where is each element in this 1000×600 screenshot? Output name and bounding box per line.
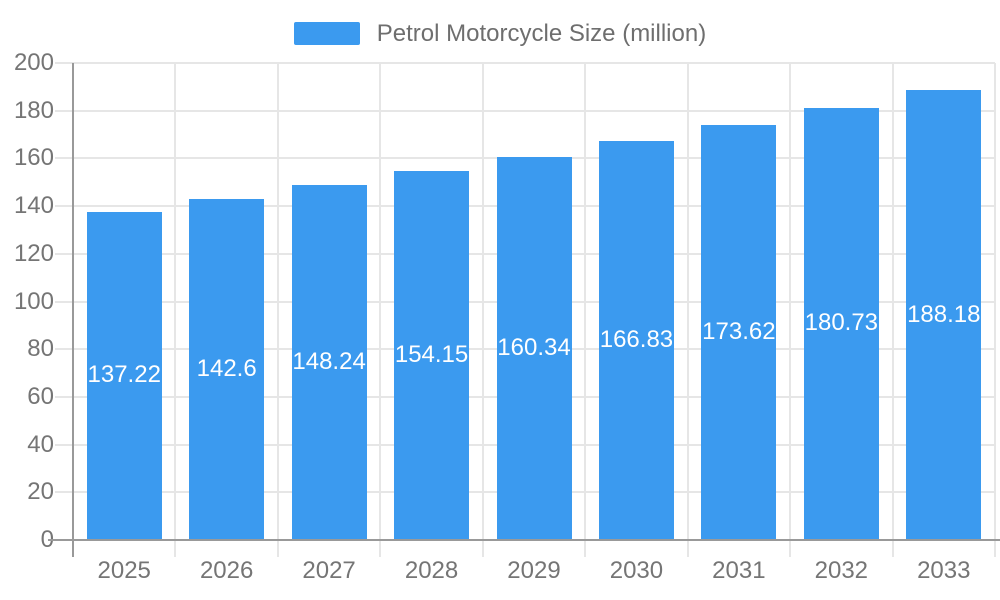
- legend-swatch: [293, 22, 360, 45]
- y-axis-tick: [55, 205, 73, 208]
- x-tick-label: 2032: [814, 557, 869, 584]
- x-tick-label: 2025: [97, 557, 151, 584]
- bar-2030: [598, 141, 674, 539]
- y-gridline: [73, 109, 995, 112]
- x-gridline: [276, 63, 279, 540]
- bar-2027: [291, 185, 367, 539]
- y-axis-tick: [55, 109, 73, 112]
- bar-value-label: 137.22: [87, 361, 161, 389]
- y-tick-label: 160: [13, 144, 54, 172]
- x-axis-tick: [994, 540, 996, 557]
- y-axis-tick: [55, 443, 73, 446]
- x-tick-label: 2033: [917, 557, 971, 584]
- x-gridline: [789, 63, 792, 540]
- y-tick-label: 20: [27, 478, 54, 506]
- x-gridline: [584, 63, 587, 540]
- y-tick-label: 60: [27, 382, 54, 410]
- bar-value-label: 160.34: [497, 333, 571, 361]
- bar-value-label: 142.6: [196, 354, 257, 382]
- y-tick-label: 80: [27, 335, 54, 363]
- x-tick-label: 2028: [404, 557, 459, 584]
- bar-2032: [803, 107, 879, 539]
- bar-2025: [86, 211, 162, 539]
- x-axis-tick: [174, 540, 177, 557]
- x-tick-label: 2027: [302, 557, 356, 584]
- x-tick-label: 2031: [712, 557, 766, 584]
- x-axis-tick: [379, 540, 382, 557]
- y-axis-tick: [55, 300, 73, 303]
- bar-2028: [394, 171, 470, 539]
- y-axis-tick: [55, 491, 73, 494]
- x-axis-tick: [789, 540, 792, 557]
- bar-value-label: 166.83: [599, 326, 674, 354]
- x-tick-label: 2026: [199, 557, 254, 584]
- x-axis-tick: [891, 540, 894, 557]
- bar-value-label: 148.24: [292, 348, 366, 376]
- bar-value-label: 188.18: [907, 300, 981, 328]
- x-gridline: [686, 63, 689, 540]
- y-gridline: [73, 62, 995, 64]
- legend-label: Petrol Motorcycle Size (million): [376, 20, 707, 47]
- y-tick-label: 140: [13, 192, 54, 220]
- bar-value-label: 173.62: [702, 317, 776, 345]
- x-axis-tick: [686, 540, 689, 557]
- y-axis-tick: [55, 348, 73, 351]
- bar-2029: [496, 156, 572, 539]
- x-tick-label: 2029: [507, 557, 561, 584]
- x-gridline: [379, 63, 382, 540]
- x-tick-label: 2030: [609, 557, 664, 584]
- x-axis-tick: [481, 540, 484, 557]
- bar-2031: [701, 124, 777, 539]
- x-gridline: [891, 63, 894, 540]
- y-tick-label: 120: [13, 239, 54, 267]
- y-tick-label: 200: [13, 49, 54, 76]
- x-gridline: [481, 63, 484, 540]
- y-axis-tick: [55, 395, 73, 398]
- bar-2033: [906, 90, 982, 539]
- x-axis-tick: [276, 540, 279, 557]
- y-axis-tick: [55, 252, 73, 255]
- y-tick-label: 0: [40, 526, 54, 553]
- x-axis-line: [48, 539, 1000, 541]
- legend-item[interactable]: Petrol Motorcycle Size (million): [0, 20, 1000, 47]
- y-tick-label: 100: [13, 287, 54, 315]
- bar-value-label: 180.73: [804, 309, 879, 337]
- y-axis-tick: [55, 157, 73, 160]
- y-axis-line: [72, 63, 74, 557]
- bar-2026: [189, 198, 265, 539]
- y-axis-tick: [55, 62, 73, 64]
- x-gridline: [174, 63, 177, 540]
- x-axis-tick: [584, 540, 587, 557]
- y-tick-label: 40: [27, 430, 54, 458]
- x-gridline: [994, 63, 996, 540]
- bar-value-label: 154.15: [394, 341, 469, 369]
- y-tick-label: 180: [13, 96, 54, 124]
